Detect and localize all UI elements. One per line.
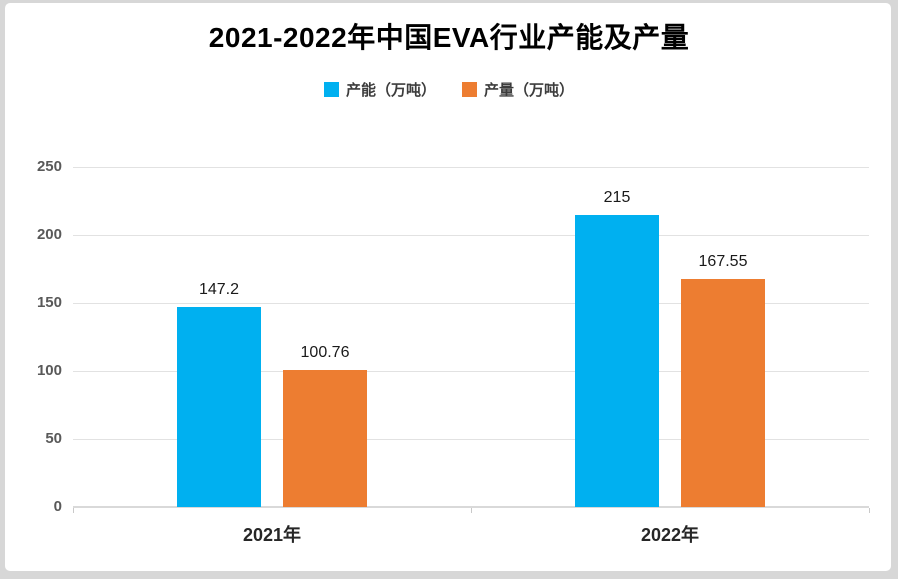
bar-产能（万吨）-2021年[interactable] [177,306,261,507]
bar-产量（万吨）-2022年[interactable] [681,279,765,507]
legend-label: 产能（万吨） [345,82,436,99]
y-axis-tick-label: 150 [36,294,62,311]
y-gridline [73,303,869,304]
x-axis-tick [73,508,74,513]
y-gridline [73,167,869,168]
legend-swatch [462,82,477,97]
legend-item[interactable]: 产量（万吨） [462,79,574,100]
y-axis-tick-label: 50 [45,430,62,447]
x-axis-category-label: 2021年 [242,525,302,545]
bar-value-label: 100.76 [300,343,350,361]
y-gridline [73,439,869,440]
y-gridline [73,371,869,372]
legend-swatch [323,82,339,97]
chart-title: 2021-2022年中国EVA行业产能及产量 [208,22,690,53]
y-axis-tick-label: 0 [53,498,62,515]
y-axis-tick-label: 200 [36,226,62,243]
bar-产量（万吨）-2021年[interactable] [283,369,367,507]
bar-产能（万吨）-2022年[interactable] [575,214,659,507]
y-axis-tick-label: 250 [36,158,62,175]
bar-value-label: 167.55 [698,253,748,271]
x-axis-tick [869,508,870,513]
bar-value-label: 147.2 [198,280,240,298]
legend-label: 产量（万吨） [484,82,575,99]
y-axis-tick-label: 100 [36,362,62,379]
legend-item[interactable]: 产能（万吨） [323,79,436,100]
y-gridline [73,235,869,236]
x-axis-category-label: 2022年 [640,525,700,545]
bar-value-label: 215 [603,188,631,206]
x-axis-line [73,506,869,508]
legend: 产能（万吨） 产量（万吨） [0,79,898,100]
x-axis-tick [471,508,472,513]
